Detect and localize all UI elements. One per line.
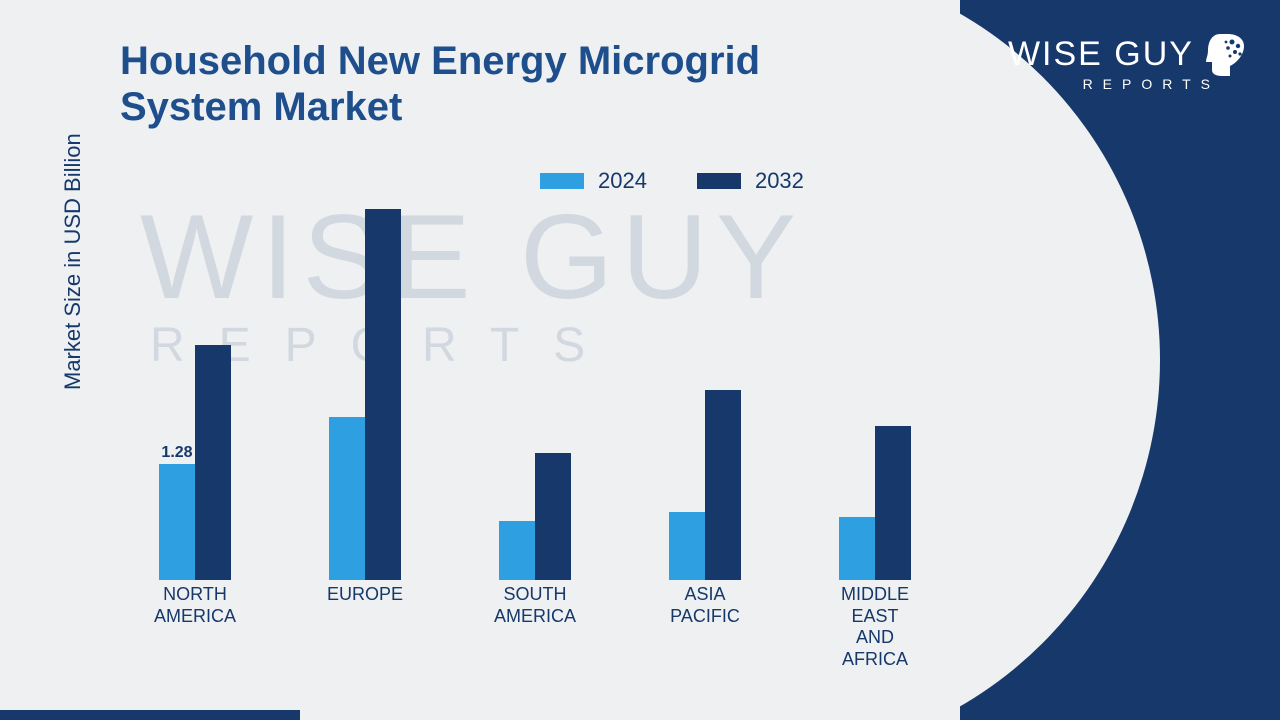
x-axis-labels: NORTH AMERICA EUROPE SOUTH AMERICA ASIA PAC… (110, 584, 950, 694)
bottom-accent-bar (0, 710, 300, 720)
bar (499, 521, 535, 580)
bar-group (290, 209, 440, 580)
bar (329, 417, 365, 580)
bar-group (800, 426, 950, 580)
bar (195, 345, 231, 580)
x-tick-label: MIDDLE EAST AND AFRICA (800, 584, 950, 670)
bar-group (460, 453, 610, 580)
y-axis-label: Market Size in USD Billion (60, 133, 86, 390)
bar (875, 426, 911, 580)
bar-group (630, 390, 780, 580)
x-tick-label: ASIA PACIFIC (630, 584, 780, 627)
legend-swatch-2032 (697, 173, 741, 189)
bar (669, 512, 705, 580)
bar: 1.28 (159, 464, 195, 580)
bar-value-label: 1.28 (159, 444, 195, 464)
bar (705, 390, 741, 580)
head-icon (1202, 30, 1250, 78)
bar (839, 517, 875, 580)
legend-swatch-2024 (540, 173, 584, 189)
legend-label-2032: 2032 (755, 168, 804, 194)
logo-main-text: WISE GUY (1008, 35, 1194, 74)
page: WISE GUY REPORTS WISE GUY REPORTS Househ… (0, 0, 1280, 720)
bar (365, 209, 401, 580)
legend-item-2024: 2024 (540, 168, 647, 194)
legend-label-2024: 2024 (598, 168, 647, 194)
legend-item-2032: 2032 (697, 168, 804, 194)
plot-area: 1.28 (110, 200, 950, 580)
brand-logo: WISE GUY REPORTS (1008, 30, 1250, 92)
chart-title: Household New Energy Microgrid System Ma… (120, 38, 840, 130)
legend: 2024 2032 (540, 168, 804, 194)
logo-sub-text: REPORTS (1008, 76, 1250, 92)
x-tick-label: SOUTH AMERICA (460, 584, 610, 627)
bar-group: 1.28 (120, 345, 270, 580)
x-tick-label: NORTH AMERICA (120, 584, 270, 627)
chart-area: 1.28 (110, 200, 950, 580)
bar (535, 453, 571, 580)
x-tick-label: EUROPE (290, 584, 440, 606)
